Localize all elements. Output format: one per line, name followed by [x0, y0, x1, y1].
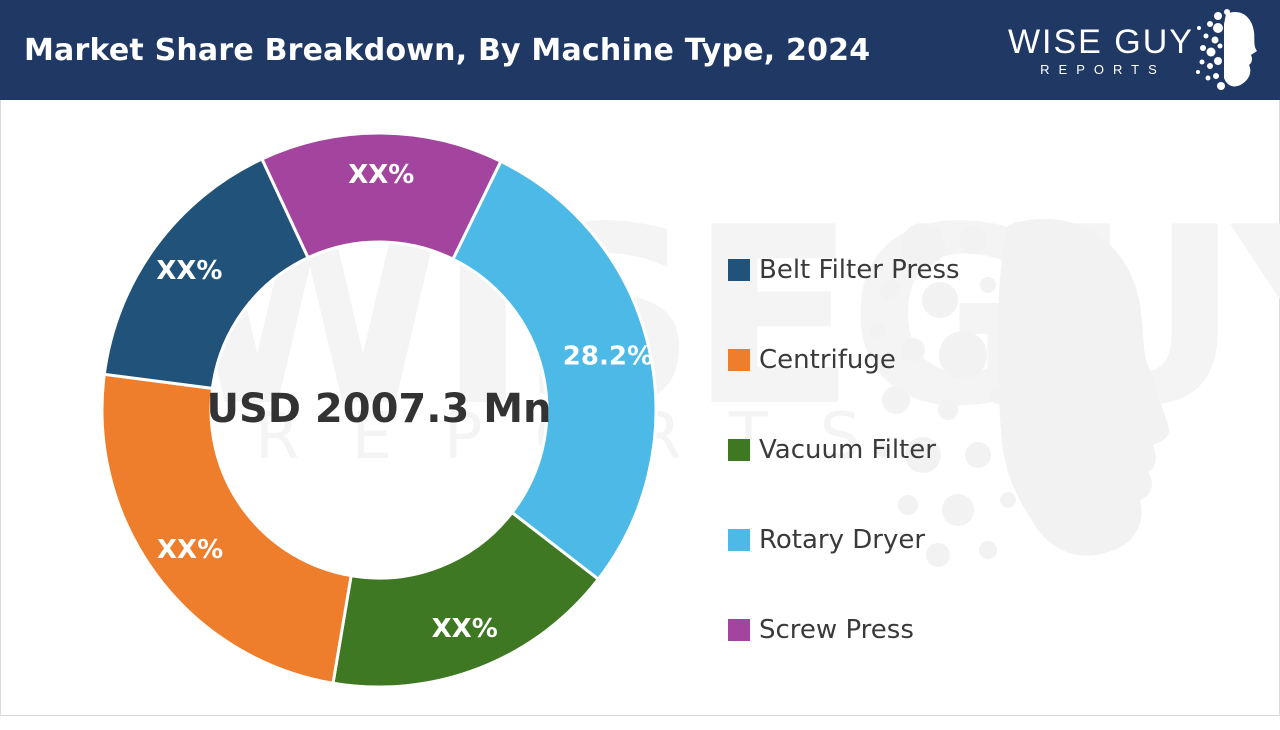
slice-label-screw-press: XX% [348, 160, 414, 190]
legend-label-vacuum-filter: Vacuum Filter [759, 435, 936, 465]
legend-swatch-rotary-dryer [728, 529, 750, 551]
slice-label-belt-filter-press: XX% [156, 256, 222, 286]
watermark-face [870, 218, 1170, 567]
legend-swatch-vacuum-filter [728, 439, 750, 461]
slice-label-centrifuge: XX% [157, 535, 223, 565]
legend-item-belt-filter-press: Belt Filter Press [728, 255, 960, 285]
page-title: Market Share Breakdown, By Machine Type,… [24, 32, 871, 68]
logo-text: WISE GUY REPORTS [1008, 25, 1194, 76]
legend-label-rotary-dryer: Rotary Dryer [759, 525, 926, 555]
wise-guy-logo: WISE GUY REPORTS [1008, 6, 1262, 94]
donut-chart: XX% 28.2% XX% XX% XX% [100, 131, 658, 689]
legend: Belt Filter Press Centrifuge Vacuum Filter… [728, 255, 960, 709]
legend-label-centrifuge: Centrifuge [759, 345, 896, 375]
slice-belt-filter-press [102, 157, 310, 390]
logo-wordmark: WISE GUY [1007, 22, 1194, 61]
slice-vacuum-filter [331, 511, 600, 689]
legend-label-screw-press: Screw Press [759, 615, 914, 645]
legend-item-rotary-dryer: Rotary Dryer [728, 525, 960, 555]
legend-item-vacuum-filter: Vacuum Filter [728, 435, 960, 465]
legend-swatch-screw-press [728, 619, 750, 641]
slice-label-vacuum-filter: XX% [432, 614, 498, 644]
slice-centrifuge [100, 372, 353, 685]
logo-subtitle: REPORTS [1040, 61, 1166, 77]
center-value: USD 2007.3 Mn [206, 386, 552, 432]
logo-face-icon [1196, 9, 1257, 90]
legend-swatch-centrifuge [728, 349, 750, 371]
legend-item-centrifuge: Centrifuge [728, 345, 960, 375]
header: Market Share Breakdown, By Machine Type,… [0, 0, 1280, 100]
legend-item-screw-press: Screw Press [728, 615, 960, 645]
slice-label-rotary-dryer: 28.2% [563, 342, 653, 372]
slice-rotary-dryer [451, 159, 658, 581]
legend-swatch-belt-filter-press [728, 259, 750, 281]
legend-label-belt-filter-press: Belt Filter Press [759, 255, 960, 285]
